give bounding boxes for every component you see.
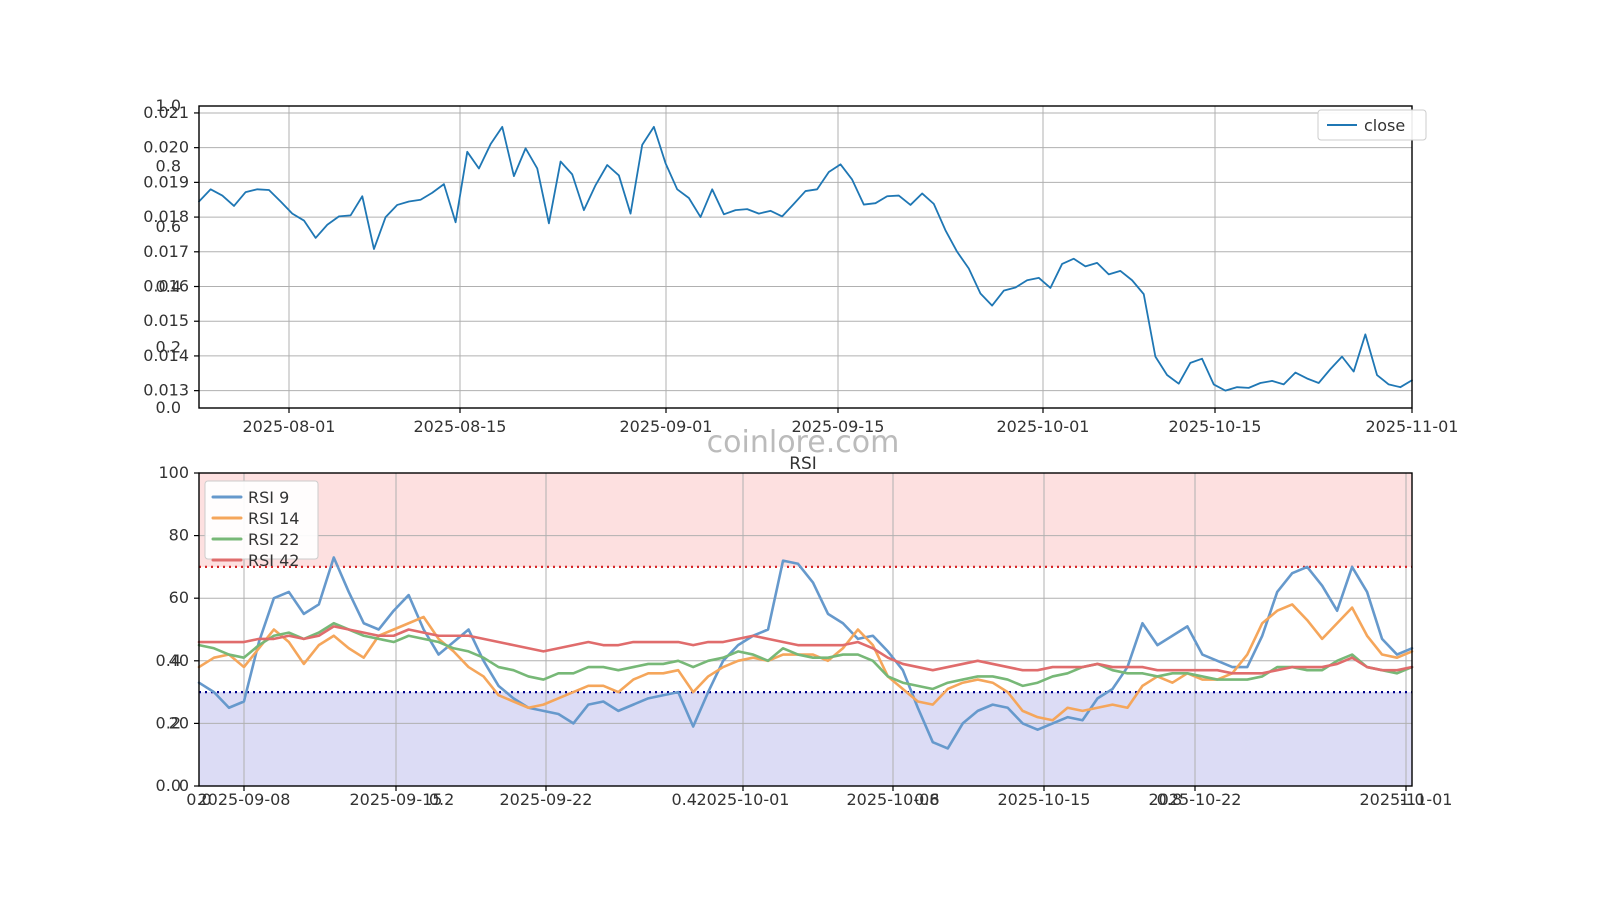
price-y-tick-label: 0.019 [143,172,189,191]
price-x-tick-label: 2025-08-15 [414,417,507,436]
rsi-series-line-rsi-22 [197,621,1414,691]
price-x-tick-label: 2025-09-15 [792,417,885,436]
price-y-tick-label: 0.021 [143,103,189,122]
price-y-overlay-tick-label: 1.0 [156,96,181,115]
price-legend-label-close: close [1364,116,1405,135]
price-close-line [198,125,1413,392]
price-y-tick-label: 0.020 [143,138,189,157]
price-legend-box [1317,109,1427,141]
rsi-x-tick-label: 2025-09-15 [350,790,443,809]
price-y-overlay-tick-label: 0.8 [156,156,181,175]
rsi-x-tick-label: 2025-10-01 [697,790,790,809]
rsi-x-overlay-tick-label: 0.8 [1157,790,1182,809]
price-y-tick-label: 0.015 [143,311,189,330]
rsi-y-overlay-tick-label: 0.0 [156,776,181,795]
rsi-x-tick-label: 2025-09-08 [198,790,291,809]
price-x-tick-label: 2025-09-01 [620,417,713,436]
rsi-x-tick-label: 2025-10-08 [847,790,940,809]
price-y-tick-label: 0.018 [143,207,189,226]
price-y-tick-label: 0.017 [143,242,189,261]
rsi-y-tick-label: 0 [179,776,189,795]
rsi-legend-label-rsi-42: RSI 42 [248,551,299,570]
price-y-tick-label: 0.013 [143,381,189,400]
rsi-x-tick-label: 2025-10-15 [998,790,1091,809]
rsi-overbought-band [199,473,1412,567]
rsi-x-overlay-tick-label: 0.2 [429,790,454,809]
price-x-tick-label: 2025-08-01 [243,417,336,436]
price-y-overlay-tick-label: 0.0 [156,398,181,417]
rsi-y-overlay-tick-label: 0.2 [156,713,181,732]
price-y-overlay-tick-label: 0.6 [156,217,181,236]
price-x-tick-label: 2025-10-01 [997,417,1090,436]
rsi-x-tick-label: 2025-09-22 [500,790,593,809]
price-y-overlay-tick-label: 0.4 [156,277,181,296]
rsi-x-overlay-tick-label: 0.6 [914,790,939,809]
rsi-y-tick-label: 60 [169,588,189,607]
rsi-x-tick-label: 2025-10-22 [1149,790,1242,809]
rsi-legend-label-rsi-22: RSI 22 [248,530,299,549]
rsi-series-line-rsi-9 [197,556,1414,750]
rsi-y-tick-label: 20 [169,713,189,732]
watermark-coinlore: coinlore.com [707,425,900,460]
rsi-legend-label-rsi-9: RSI 9 [248,488,289,507]
rsi-series-line-rsi-14 [197,603,1414,722]
rsi-x-overlay-tick-label: 1.0 [1399,790,1424,809]
rsi-axes-frame [198,472,1413,787]
rsi-y-tick-label: 100 [158,463,189,482]
rsi-y-tick-label: 80 [169,526,189,545]
price-y-tick-label: 0.014 [143,346,189,365]
rsi-x-overlay-tick-label: 0.0 [186,790,211,809]
rsi-y-overlay-tick-label: 0.4 [156,651,181,670]
rsi-oversold-band [199,692,1412,786]
rsi-x-overlay-tick-label: 0.4 [671,790,696,809]
rsi-series-line-rsi-42 [197,625,1414,675]
price-y-tick-label: 0.016 [143,277,189,296]
rsi-legend-label-rsi-14: RSI 14 [248,509,299,528]
price-axes-frame [198,105,1413,409]
rsi-x-tick-label: 2025-11-01 [1360,790,1453,809]
rsi-title: RSI [789,454,817,474]
rsi-y-tick-label: 40 [169,651,189,670]
price-y-overlay-tick-label: 0.2 [156,338,181,357]
price-x-tick-label: 2025-10-15 [1169,417,1262,436]
price-x-tick-label: 2025-11-01 [1366,417,1459,436]
price-plot-background [199,106,1412,408]
